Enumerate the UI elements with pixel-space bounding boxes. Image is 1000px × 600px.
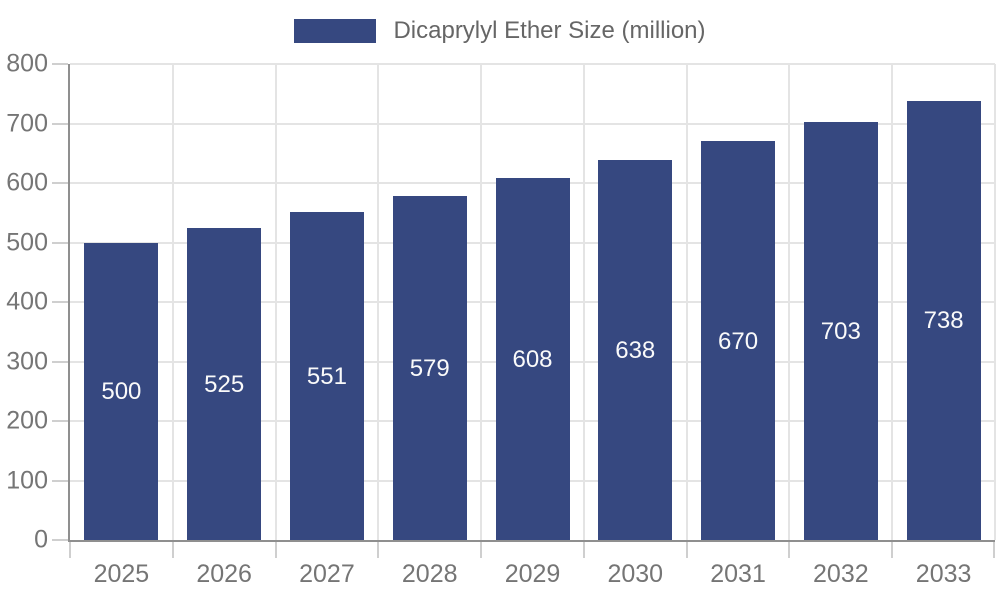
y-axis-tick-600: [52, 182, 68, 184]
x-gridline-3: [377, 64, 380, 540]
y-tick-label-300: 300: [6, 347, 48, 375]
x-gridline-6: [685, 64, 688, 540]
bar-2029: 608: [495, 178, 570, 540]
y-axis-tick-500: [52, 241, 68, 244]
x-tick-label-2027: 2027: [299, 560, 355, 588]
bar-value-label-2031: 670: [718, 327, 759, 355]
bar-value-label-2033: 738: [923, 307, 964, 335]
plot-area: 0 100 200 300 400 500 600 700 800 500 2025 525 2026 5…: [6, 51, 996, 587]
y-axis-tick-700: [52, 122, 68, 125]
bar-value-label-2032: 703: [820, 317, 861, 345]
bar-value-label-2030: 638: [615, 337, 656, 365]
y-tick-label-100: 100: [6, 466, 48, 494]
y-tick-label-0: 0: [34, 525, 48, 554]
x-gridline-5: [582, 64, 585, 540]
y-gridline-800: [70, 63, 995, 65]
x-tick-label-2025: 2025: [93, 560, 150, 588]
x-tick-label-2028: 2028: [401, 560, 458, 588]
bar-2028: 579: [392, 195, 467, 540]
x-gridline-1: [171, 64, 174, 540]
x-gridline-9: [994, 64, 996, 540]
y-axis-tick-200: [52, 420, 68, 422]
x-axis-tick-1: [171, 542, 174, 558]
x-gridline-2: [274, 64, 277, 540]
y-tick-label-400: 400: [6, 287, 48, 316]
bar-value-label-2027: 551: [306, 363, 347, 391]
y-axis-tick-0: [52, 539, 68, 541]
x-axis-tick-6: [685, 542, 688, 558]
x-axis-tick-4: [480, 542, 483, 558]
y-axis-tick-400: [52, 301, 68, 303]
bar-2030: 638: [598, 160, 673, 540]
x-tick-label-2030: 2030: [607, 560, 664, 588]
x-gridline-7: [788, 64, 791, 540]
x-gridline-8: [891, 64, 894, 540]
x-gridline-4: [480, 64, 483, 540]
x-tick-label-2026: 2026: [196, 560, 252, 588]
bar-2033: 738: [906, 100, 981, 540]
bar-value-label-2029: 608: [512, 346, 553, 374]
bar-value-label-2026: 525: [204, 370, 245, 398]
x-axis-tick-9: [993, 542, 995, 558]
x-axis-tick-0: [69, 542, 71, 558]
bar-2027: 551: [289, 212, 364, 540]
x-tick-label-2033: 2033: [915, 560, 972, 588]
y-tick-label-200: 200: [6, 406, 48, 435]
y-tick-label-600: 600: [6, 168, 48, 197]
x-axis-tick-2: [274, 542, 277, 558]
x-axis-tick-7: [788, 542, 791, 558]
y-axis-tick-100: [52, 479, 68, 482]
bar-value-label-2025: 500: [101, 378, 142, 406]
bar-2031: 670: [701, 141, 776, 540]
legend-swatch: [294, 19, 377, 43]
x-axis-tick-8: [891, 542, 894, 558]
bar-2025: 500: [84, 242, 159, 540]
y-axis-tick-800: [52, 63, 68, 65]
y-tick-label-800: 800: [6, 49, 48, 78]
y-tick-label-500: 500: [6, 228, 48, 256]
bar-value-label-2028: 579: [409, 354, 450, 382]
y-gridline-700: [70, 122, 995, 125]
y-axis-tick-300: [52, 360, 68, 363]
bar-2032: 703: [803, 121, 878, 540]
legend-label: Dicaprylyl Ether Size (million): [393, 17, 706, 44]
x-tick-label-2032: 2032: [813, 560, 869, 588]
x-tick-label-2029: 2029: [504, 560, 561, 588]
y-tick-label-700: 700: [6, 109, 48, 137]
bar-2026: 525: [187, 227, 262, 540]
legend[interactable]: Dicaprylyl Ether Size (million): [0, 16, 1000, 46]
x-tick-label-2031: 2031: [710, 560, 766, 588]
x-axis-tick-3: [377, 542, 380, 558]
x-axis-tick-5: [582, 542, 585, 558]
